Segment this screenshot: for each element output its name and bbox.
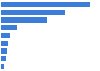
Bar: [1, 10, 65, 15]
Bar: [1, 41, 8, 46]
Bar: [1, 25, 17, 30]
Bar: [1, 48, 7, 54]
Bar: [1, 33, 10, 38]
Bar: [1, 64, 4, 69]
Bar: [1, 2, 90, 7]
Bar: [1, 17, 47, 23]
Bar: [1, 56, 6, 61]
